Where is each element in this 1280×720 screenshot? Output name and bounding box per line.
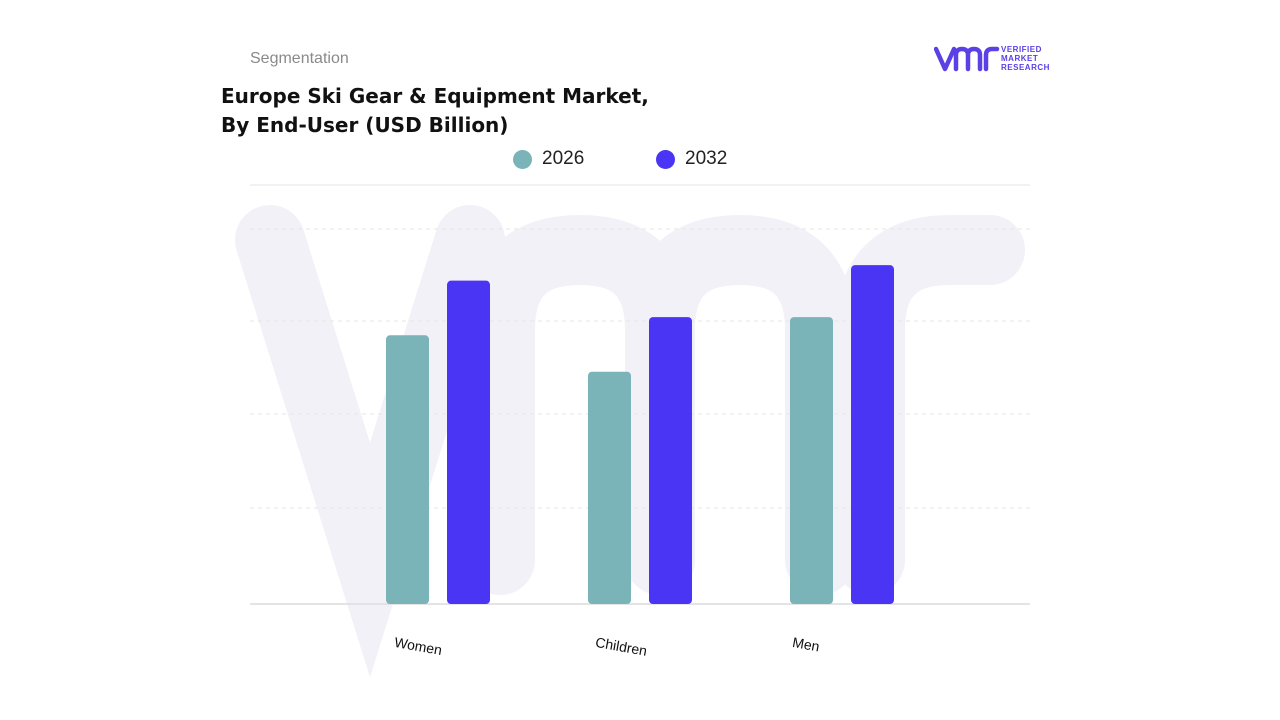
legend-swatch-2026 <box>513 149 532 169</box>
segmentation-label: Segmentation <box>250 50 349 67</box>
legend-item-2032: 2032 <box>656 148 727 170</box>
chart-title-line-1: Europe Ski Gear & Equipment Market, <box>221 84 649 108</box>
legend-label-2032: 2032 <box>685 148 728 169</box>
chart-title: Europe Ski Gear & Equipment Market, By E… <box>221 82 649 140</box>
vmr-logo: VERIFIED MARKET RESEARCH <box>934 44 1064 76</box>
watermark-logo <box>235 205 1025 678</box>
vmr-logo-icon <box>934 46 1000 72</box>
chart-title-line-2: By End-User (USD Billion) <box>221 113 509 137</box>
legend-label-2026: 2026 <box>542 148 585 169</box>
bar-women-2026 <box>386 335 429 604</box>
logo-word-research: RESEARCH <box>1001 63 1050 72</box>
bar-women-2032 <box>447 280 490 604</box>
legend-swatch-2032 <box>656 149 675 169</box>
bar-men-2026 <box>790 317 833 604</box>
bar-children-2026 <box>588 371 631 604</box>
legend-item-2026: 2026 <box>513 148 584 170</box>
logo-word-market: MARKET <box>1001 54 1039 63</box>
logo-word-verified: VERIFIED <box>1001 45 1042 54</box>
bar-children-2032 <box>649 317 692 604</box>
vmr-logo-text: VERIFIED MARKET RESEARCH <box>1001 45 1050 72</box>
bar-men-2032 <box>851 265 894 604</box>
